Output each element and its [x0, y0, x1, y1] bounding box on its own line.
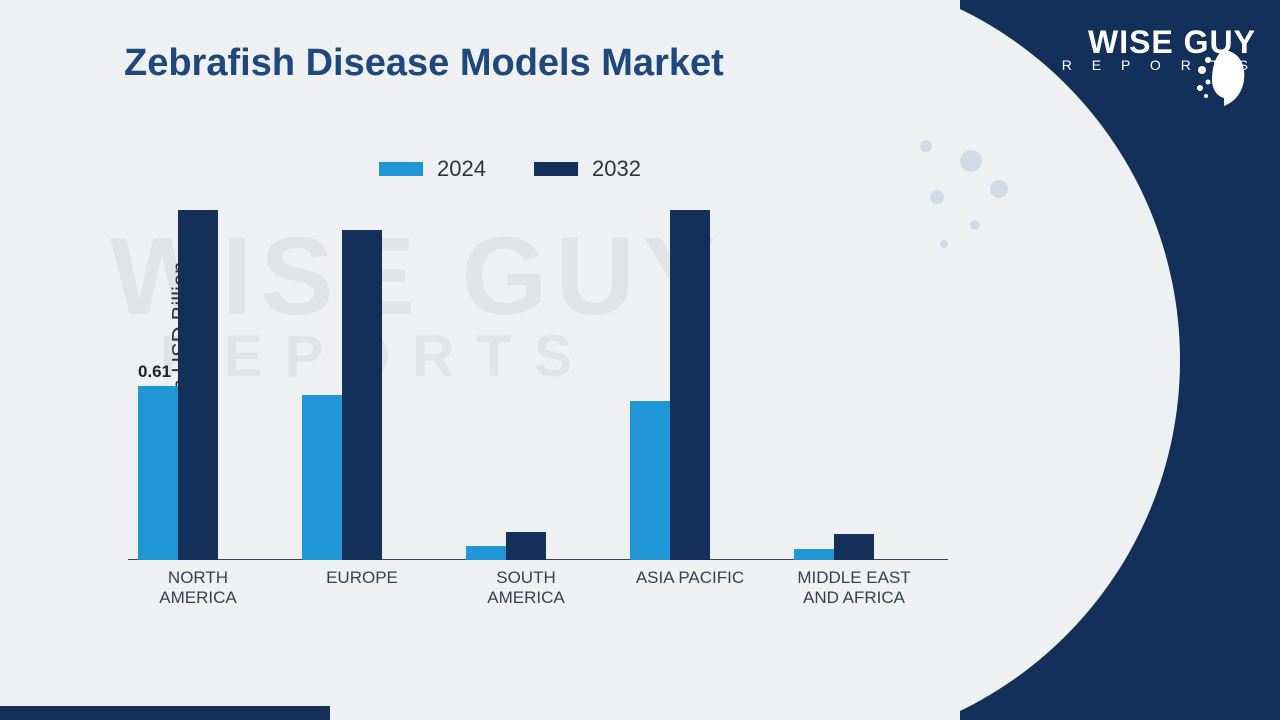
category-label: SOUTH AMERICA [456, 560, 596, 607]
bar-2032 [834, 534, 874, 560]
chart-canvas: WISE GUY R E P O R T S Zebrafish Disease… [0, 0, 1280, 720]
legend-label-2032: 2032 [592, 156, 641, 182]
bar-2024 [794, 549, 834, 560]
bar-2032 [178, 210, 218, 560]
bar-chart: Market Size in USD Billion 2024 2032 0.6… [60, 160, 960, 620]
bottom-accent-bar [0, 706, 330, 720]
bar-2032 [342, 230, 382, 560]
legend-item-2024: 2024 [379, 156, 486, 182]
category-label: NORTH AMERICA [128, 560, 268, 607]
bar-2024 [302, 395, 342, 560]
bar-2024 [466, 546, 506, 560]
category-label: MIDDLE EAST AND AFRICA [784, 560, 924, 607]
bar-value-label: 0.61 [138, 362, 171, 382]
legend: 2024 2032 [379, 156, 641, 182]
category-label: EUROPE [292, 560, 432, 588]
legend-swatch-2032 [534, 162, 578, 176]
legend-swatch-2024 [379, 162, 423, 176]
legend-label-2024: 2024 [437, 156, 486, 182]
bar-2024 [630, 401, 670, 560]
chart-title: Zebrafish Disease Models Market [124, 42, 724, 85]
category-label: ASIA PACIFIC [620, 560, 760, 588]
brand-logo: WISE GUY R E P O R T S [1062, 24, 1256, 73]
logo-head-icon [1194, 46, 1250, 110]
bar-2024 [138, 386, 178, 560]
bar-2032 [506, 532, 546, 560]
legend-item-2032: 2032 [534, 156, 641, 182]
bar-2032 [670, 210, 710, 560]
plot-area: 0.61NORTH AMERICAEUROPESOUTH AMERICAASIA… [128, 190, 948, 560]
